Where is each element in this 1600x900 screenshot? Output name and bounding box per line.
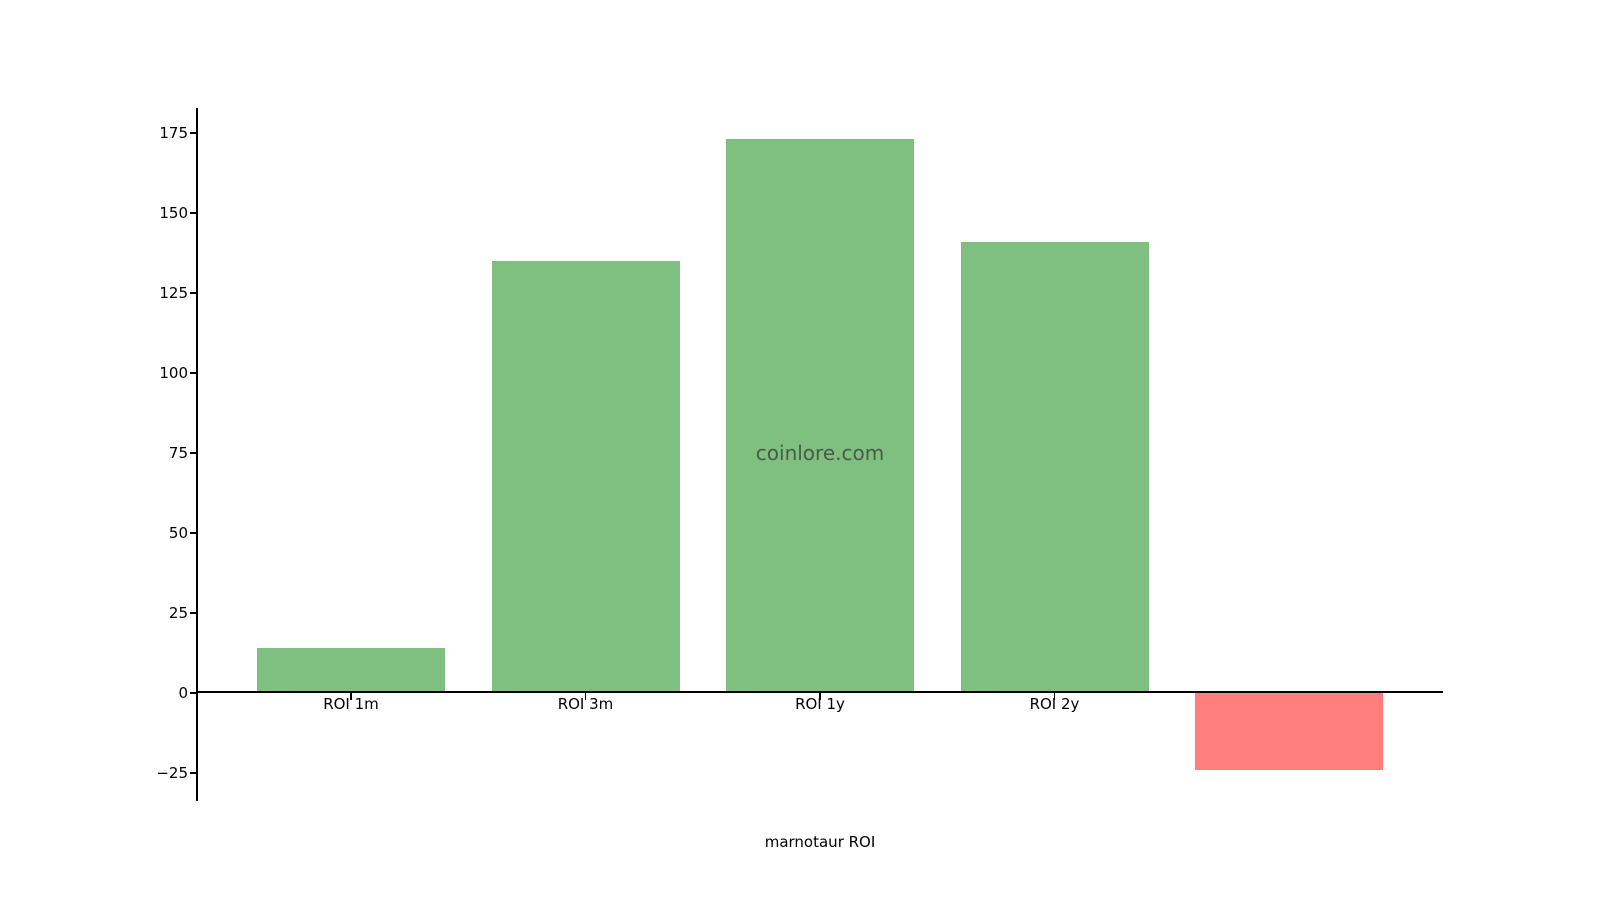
y-tick-mark xyxy=(190,612,196,614)
chart-title: marnotaur ROI xyxy=(764,833,876,851)
y-tick-mark xyxy=(190,292,196,294)
watermark-text: coinlore.com xyxy=(755,441,885,465)
y-tick-mark xyxy=(190,372,196,374)
y-tick-mark xyxy=(190,452,196,454)
x-tick-label: ROI 3m xyxy=(557,695,614,713)
y-tick-label: 100 xyxy=(159,364,188,382)
bar-roi-2y xyxy=(960,241,1149,693)
y-tick-label: 25 xyxy=(168,604,188,622)
x-tick-label: ROI 1m xyxy=(323,695,379,713)
bar-roi-1y xyxy=(726,139,914,693)
bar-roi-1m xyxy=(257,648,445,693)
y-tick-label: 50 xyxy=(168,524,188,542)
y-tick-mark xyxy=(190,532,196,534)
y-tick-label: 125 xyxy=(159,284,188,302)
x-tick-mark xyxy=(1053,693,1056,700)
y-axis-spine xyxy=(196,107,198,802)
bar-roi-3m xyxy=(491,261,680,693)
y-tick-label: −25 xyxy=(156,764,188,782)
x-tick-label: ROI 2y xyxy=(1029,695,1080,713)
x-tick-mark xyxy=(819,693,821,700)
x-tick-mark xyxy=(584,693,587,700)
x-tick-label: ROI 1y xyxy=(795,695,845,713)
y-tick-label: 75 xyxy=(168,444,188,462)
x-tick-mark xyxy=(350,693,352,700)
x-axis-zero-line xyxy=(196,691,1443,693)
y-tick-mark xyxy=(190,132,196,134)
y-tick-label: 175 xyxy=(159,124,188,142)
y-tick-mark xyxy=(190,772,196,774)
bar-unlabeled-4 xyxy=(1195,693,1383,770)
y-tick-label: 0 xyxy=(178,684,188,702)
y-tick-mark xyxy=(190,692,196,694)
y-tick-label: 150 xyxy=(159,204,188,222)
y-tick-mark xyxy=(190,212,196,214)
